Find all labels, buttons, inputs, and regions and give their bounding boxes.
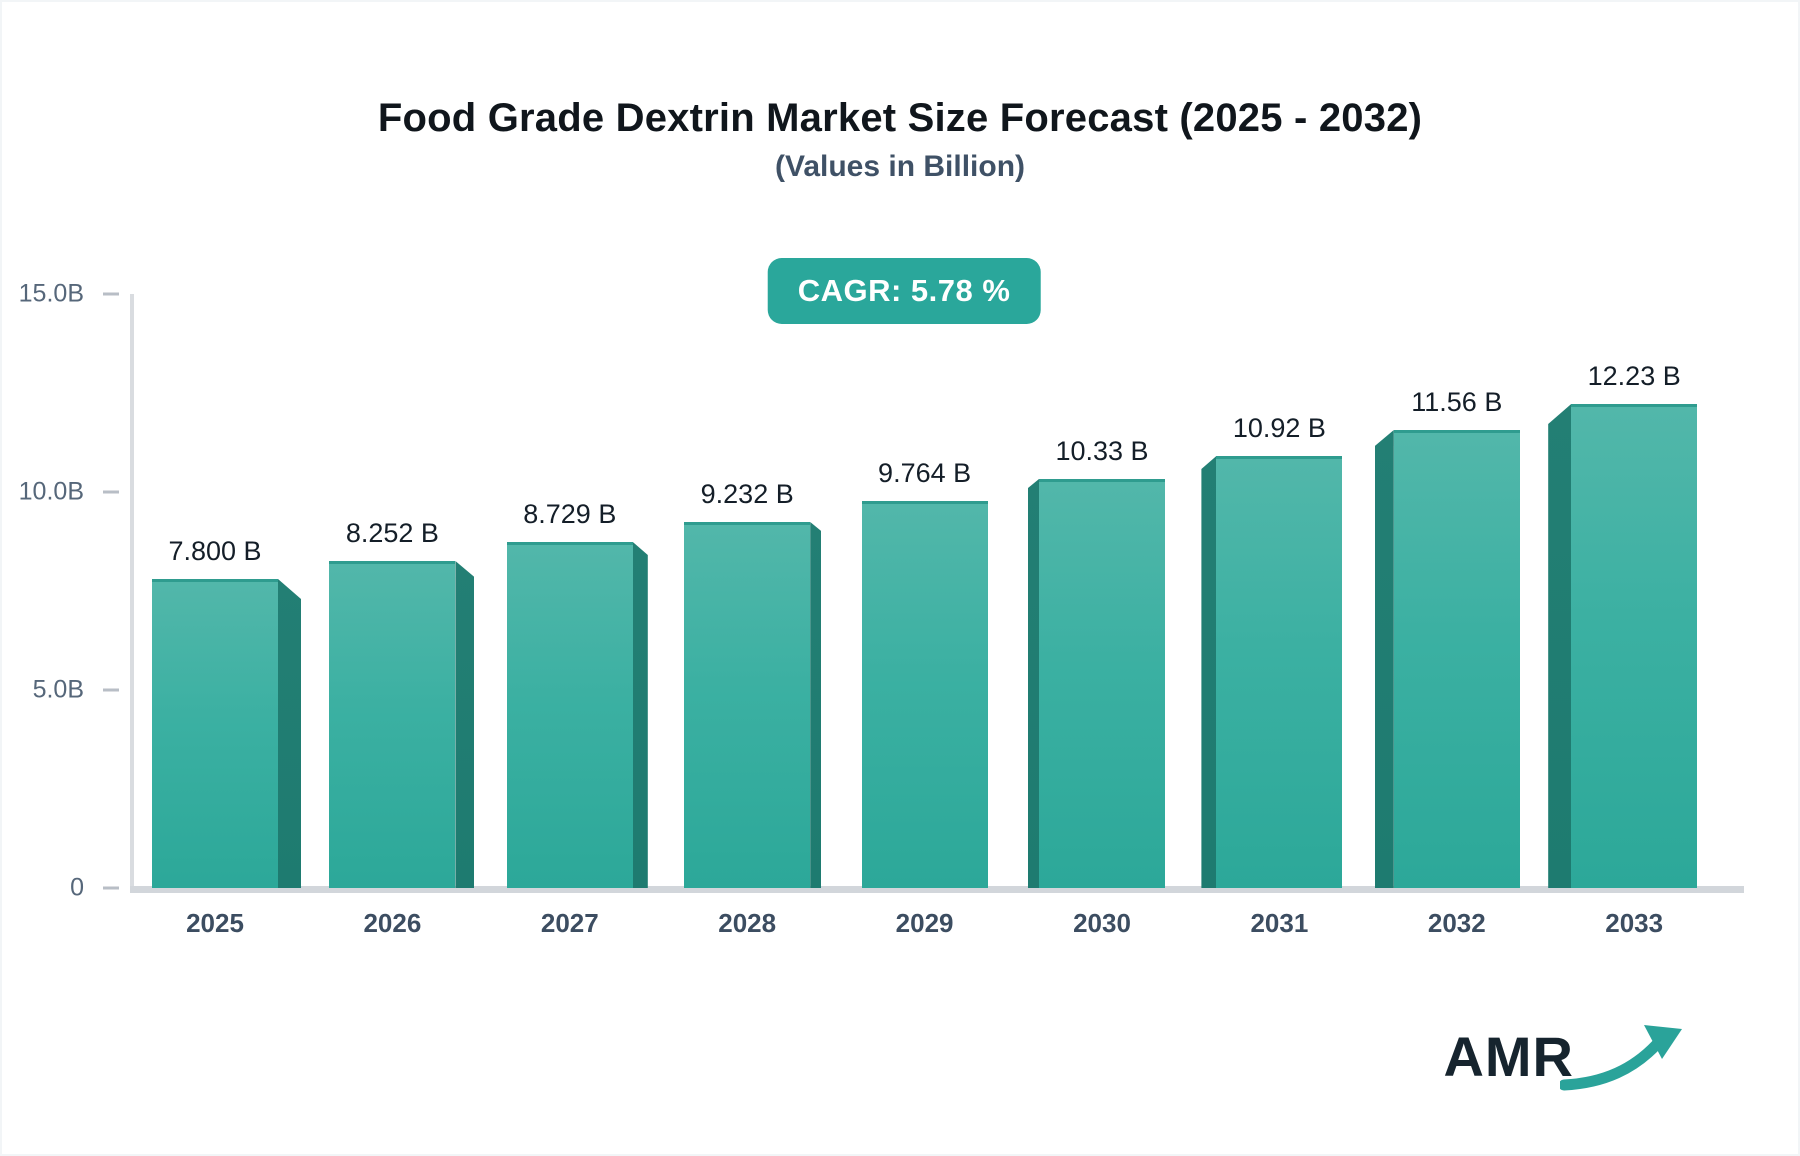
bar-3d-side (632, 542, 648, 888)
bar-face (506, 542, 633, 888)
bar-2032[interactable] (1374, 430, 1520, 888)
bar-face (329, 561, 456, 888)
y-tick-mark (103, 490, 119, 494)
x-tick-label-2030: 2030 (1073, 908, 1131, 938)
bar-3d-side (1548, 404, 1572, 888)
bar-face (1216, 456, 1343, 888)
y-tick-mark (103, 688, 119, 692)
bar-value-label: 9.232 B (700, 479, 794, 509)
bar-2031[interactable] (1201, 456, 1343, 888)
bar-value-label: 8.252 B (345, 518, 439, 548)
bar-3d-side (810, 522, 822, 888)
bar-2030[interactable] (1028, 479, 1165, 888)
bar-value-label: 9.764 B (878, 458, 972, 488)
cagr-badge: CAGR: 5.78 % (767, 258, 1041, 324)
amr-logo-text: AMR (1443, 1025, 1574, 1088)
bar-value-label: 7.800 B (168, 536, 262, 566)
bar-2029[interactable] (861, 501, 988, 888)
bar-value-label: 12.23 B (1587, 361, 1681, 391)
y-tick-label: 10.0B (18, 477, 84, 506)
bar-2033[interactable] (1548, 404, 1698, 888)
x-tick-label-2025: 2025 (186, 908, 244, 938)
x-tick-label-2026: 2026 (363, 908, 422, 938)
chart-subtitle: (Values in Billion) (774, 150, 1026, 183)
chart-title: Food Grade Dextrin Market Size Forecast … (377, 96, 1423, 140)
y-axis-line (130, 294, 134, 888)
bar-face (1393, 430, 1520, 888)
bar-face (861, 501, 988, 888)
bar-value-label: 10.92 B (1232, 413, 1326, 443)
bar-face (1039, 479, 1165, 888)
bar-3d-side (1201, 456, 1217, 888)
x-tick-label-2031: 2031 (1250, 908, 1309, 938)
bar-2027[interactable] (506, 542, 648, 888)
growth-arrow-icon (1558, 1023, 1686, 1098)
bar-3d-side (278, 579, 301, 888)
bar-face (684, 522, 811, 888)
bar-3d-side (1028, 479, 1039, 888)
x-tick-label-2028: 2028 (718, 908, 777, 938)
amr-logo: AMR (1443, 1025, 1686, 1098)
bar-face (1571, 404, 1698, 888)
y-tick-label: 5.0B (32, 675, 84, 704)
x-tick-label-2027: 2027 (540, 908, 599, 938)
bar-2028[interactable] (684, 522, 822, 888)
y-axis: 15.0B 10.0B 5.0B 0 (2, 280, 133, 902)
y-tick-mark (103, 292, 119, 296)
y-tick-mark (103, 886, 119, 890)
plot-area: 7.800 B 2025 8.252 B 2026 8.729 B 2027 9.232 B… (133, 294, 1744, 938)
x-tick-label-2033: 2033 (1605, 908, 1664, 938)
bar-value-label: 8.729 B (523, 499, 617, 529)
y-tick-label: 0 (70, 873, 84, 902)
bar-value-label: 10.33 B (1055, 436, 1149, 466)
x-tick-label-2032: 2032 (1427, 908, 1486, 938)
bar-2026[interactable] (329, 561, 475, 888)
bar-3d-side (1374, 430, 1394, 888)
x-axis-baseline (130, 886, 1744, 893)
x-tick-label-2029: 2029 (895, 908, 954, 938)
bar-2025[interactable] (152, 579, 301, 888)
bar-face (152, 579, 278, 888)
y-tick-label: 15.0B (18, 279, 84, 308)
bar-value-label: 11.56 B (1411, 387, 1503, 417)
bar-3d-side (455, 561, 475, 888)
